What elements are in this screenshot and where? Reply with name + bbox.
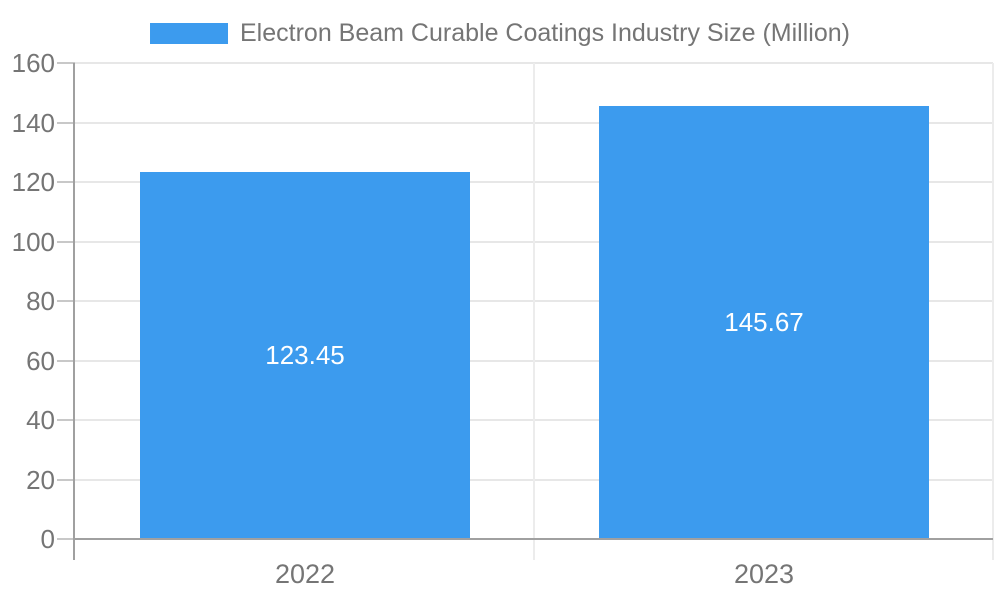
y-axis-tick bbox=[57, 181, 75, 183]
y-axis-label: 160 bbox=[11, 48, 55, 78]
y-axis-tick bbox=[57, 478, 75, 481]
legend-label: Electron Beam Curable Coatings Industry … bbox=[240, 19, 850, 47]
chart-legend[interactable]: Electron Beam Curable Coatings Industry … bbox=[150, 19, 850, 48]
y-axis-label: 0 bbox=[40, 524, 55, 554]
bar-2022[interactable]: 123.45 bbox=[140, 171, 470, 539]
x-axis-label-2022: 2022 bbox=[274, 559, 336, 589]
x-axis-label-2023: 2023 bbox=[733, 559, 795, 589]
y-axis-tick bbox=[57, 121, 75, 124]
y-axis-line bbox=[73, 63, 75, 560]
category-boundary-line bbox=[992, 63, 994, 560]
y-axis-label: 120 bbox=[11, 167, 55, 197]
legend-swatch bbox=[150, 23, 229, 44]
y-axis-label: 80 bbox=[26, 286, 55, 316]
x-axis-line bbox=[73, 538, 993, 540]
y-axis-tick bbox=[57, 240, 75, 243]
y-axis-label: 100 bbox=[11, 226, 55, 257]
y-axis-tick bbox=[57, 538, 75, 540]
y-axis-label: 140 bbox=[11, 107, 55, 138]
y-axis-tick bbox=[57, 300, 75, 302]
y-axis-tick bbox=[57, 419, 75, 421]
y-axis-tick bbox=[57, 359, 75, 362]
y-axis-label: 40 bbox=[26, 405, 55, 435]
category-boundary-line bbox=[533, 63, 535, 560]
bar-value-label: 123.45 bbox=[265, 340, 345, 371]
y-axis-label: 60 bbox=[26, 345, 55, 376]
y-axis-tick bbox=[57, 62, 75, 64]
bar-value-label: 145.67 bbox=[724, 307, 804, 338]
bar-2023[interactable]: 145.67 bbox=[599, 105, 929, 539]
y-axis-label: 20 bbox=[26, 464, 55, 495]
